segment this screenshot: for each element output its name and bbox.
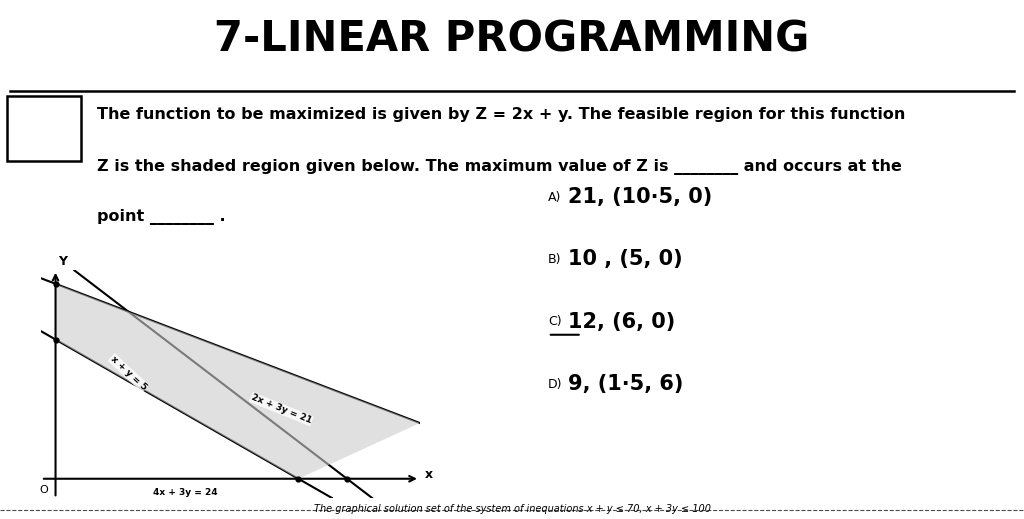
Polygon shape xyxy=(55,284,420,479)
Text: The graphical solution set of the system of inequations x + y ≤ 70, x + 3y ≤ 100: The graphical solution set of the system… xyxy=(313,504,711,514)
Text: x: x xyxy=(425,468,433,481)
Text: x + y = 5: x + y = 5 xyxy=(109,354,148,392)
Text: 7-LINEAR PROGRAMMING: 7-LINEAR PROGRAMMING xyxy=(214,18,810,60)
Text: 4x + 3y = 24: 4x + 3y = 24 xyxy=(153,488,217,497)
Text: O: O xyxy=(39,485,48,495)
Text: The function to be maximized is given by Z = 2x + y. The feasible region for thi: The function to be maximized is given by… xyxy=(97,107,905,122)
Text: 5: 5 xyxy=(36,117,52,141)
Text: B): B) xyxy=(548,253,561,266)
Text: 12, (6, 0): 12, (6, 0) xyxy=(568,312,676,332)
Text: A): A) xyxy=(548,190,561,204)
Text: 2x + 3y = 21: 2x + 3y = 21 xyxy=(250,393,313,426)
Text: point ________ .: point ________ . xyxy=(97,209,226,225)
Text: 21, (10·5, 0): 21, (10·5, 0) xyxy=(568,187,713,207)
Text: 9, (1·5, 6): 9, (1·5, 6) xyxy=(568,374,684,394)
Text: C): C) xyxy=(548,315,561,329)
FancyBboxPatch shape xyxy=(7,96,81,161)
Text: 10 , (5, 0): 10 , (5, 0) xyxy=(568,250,683,269)
Text: D): D) xyxy=(548,377,562,391)
Text: Y: Y xyxy=(58,255,68,268)
Text: Z is the shaded region given below. The maximum value of Z is ________ and occur: Z is the shaded region given below. The … xyxy=(97,159,902,175)
